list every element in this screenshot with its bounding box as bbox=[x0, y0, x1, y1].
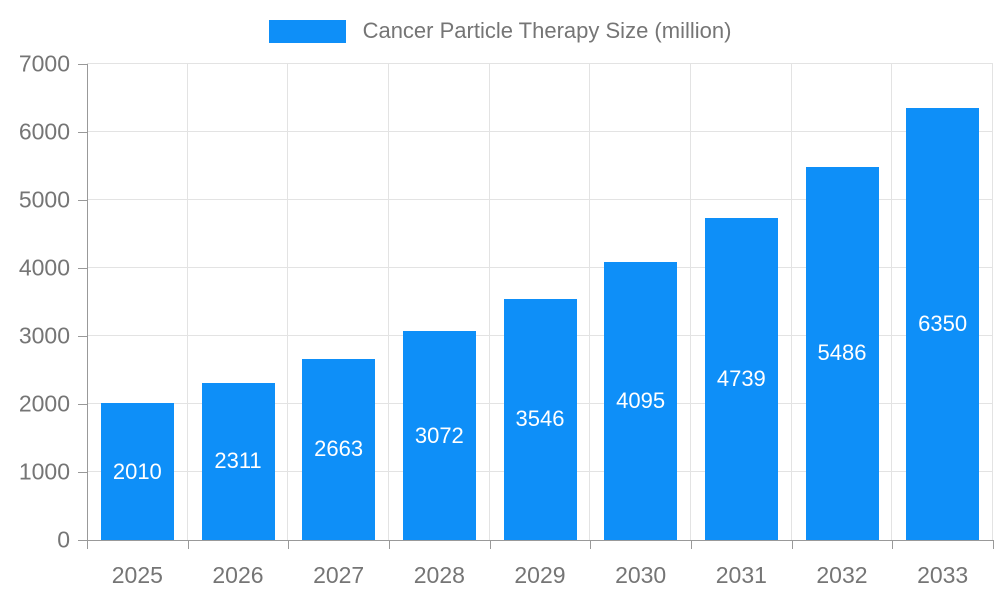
bar: 2010 bbox=[100, 403, 174, 540]
bar: 5486 bbox=[805, 166, 879, 540]
bar: 2311 bbox=[201, 382, 275, 540]
legend-label: Cancer Particle Therapy Size (million) bbox=[362, 18, 732, 43]
y-gridline bbox=[87, 131, 993, 132]
x-axis-label: 2025 bbox=[111, 562, 163, 588]
bar: 4095 bbox=[604, 261, 678, 540]
bar-value-label: 2311 bbox=[214, 448, 262, 474]
y-axis-tick bbox=[78, 200, 87, 201]
y-axis-tick bbox=[78, 268, 87, 269]
x-axis-tick bbox=[590, 540, 592, 549]
y-axis-tick bbox=[78, 132, 87, 133]
x-gridline bbox=[287, 64, 289, 540]
x-axis-label: 2030 bbox=[615, 562, 667, 588]
x-axis-tick bbox=[993, 540, 994, 549]
y-axis-tick bbox=[78, 336, 87, 337]
y-axis-label: 2000 bbox=[18, 390, 70, 417]
x-axis-tick bbox=[489, 540, 491, 549]
bar: 3546 bbox=[503, 298, 577, 540]
bar-value-label: 3546 bbox=[515, 406, 565, 432]
bar-value-label: 2010 bbox=[112, 458, 162, 484]
y-axis-label: 7000 bbox=[18, 50, 70, 77]
x-axis-label: 2031 bbox=[715, 562, 767, 588]
y-gridline bbox=[87, 199, 993, 200]
bar: 4739 bbox=[704, 217, 778, 540]
y-axis-tick bbox=[78, 540, 87, 541]
x-gridline bbox=[186, 64, 188, 540]
x-axis-line bbox=[87, 540, 994, 541]
x-axis-label: 2027 bbox=[313, 562, 365, 588]
y-axis-line bbox=[87, 64, 88, 540]
y-gridline bbox=[87, 63, 993, 64]
x-gridline bbox=[891, 64, 893, 540]
x-axis-tick bbox=[389, 540, 390, 549]
x-gridline bbox=[388, 64, 389, 540]
y-axis-label: 0 bbox=[57, 526, 70, 553]
y-axis-tick bbox=[78, 472, 87, 473]
x-axis-tick bbox=[288, 540, 290, 549]
bar: 6350 bbox=[906, 108, 980, 540]
x-axis-label: 2033 bbox=[917, 562, 969, 588]
bar-value-label: 4095 bbox=[616, 387, 666, 413]
x-axis-label: 2029 bbox=[514, 562, 566, 588]
x-axis-tick bbox=[892, 540, 894, 549]
bar-value-label: 4739 bbox=[716, 365, 766, 391]
x-axis-label: 2026 bbox=[212, 562, 264, 588]
x-axis-tick bbox=[691, 540, 692, 549]
y-axis-label: 1000 bbox=[18, 458, 70, 485]
x-axis-tick bbox=[87, 540, 88, 549]
y-axis-label: 3000 bbox=[18, 322, 70, 349]
x-gridline bbox=[589, 64, 591, 540]
y-axis-tick bbox=[78, 64, 87, 65]
plot-area: 2010 2311 2663 3072 3546 4095 4739 5486 6350 bbox=[87, 63, 993, 540]
x-axis-tick bbox=[187, 540, 189, 549]
bar-value-label: 3072 bbox=[414, 422, 464, 448]
bar: 2663 bbox=[302, 358, 376, 540]
bar: 3072 bbox=[402, 331, 476, 540]
x-axis-label: 2032 bbox=[816, 562, 868, 588]
legend: Cancer Particle Therapy Size (million) bbox=[0, 17, 1000, 45]
x-axis-tick bbox=[791, 540, 793, 549]
legend-swatch bbox=[268, 19, 346, 43]
y-axis-label: 5000 bbox=[18, 186, 70, 213]
x-gridline bbox=[790, 64, 792, 540]
y-axis-label: 4000 bbox=[18, 254, 70, 281]
x-gridline bbox=[992, 64, 993, 540]
y-axis-tick bbox=[78, 404, 87, 405]
x-gridline bbox=[690, 64, 691, 540]
y-axis-label: 6000 bbox=[18, 118, 70, 145]
bar-value-label: 5486 bbox=[817, 340, 867, 366]
y-gridline bbox=[87, 267, 993, 268]
bar-value-label: 2663 bbox=[314, 436, 364, 462]
x-axis-label: 2028 bbox=[413, 562, 465, 588]
x-gridline bbox=[488, 64, 490, 540]
bar-value-label: 6350 bbox=[918, 311, 968, 337]
